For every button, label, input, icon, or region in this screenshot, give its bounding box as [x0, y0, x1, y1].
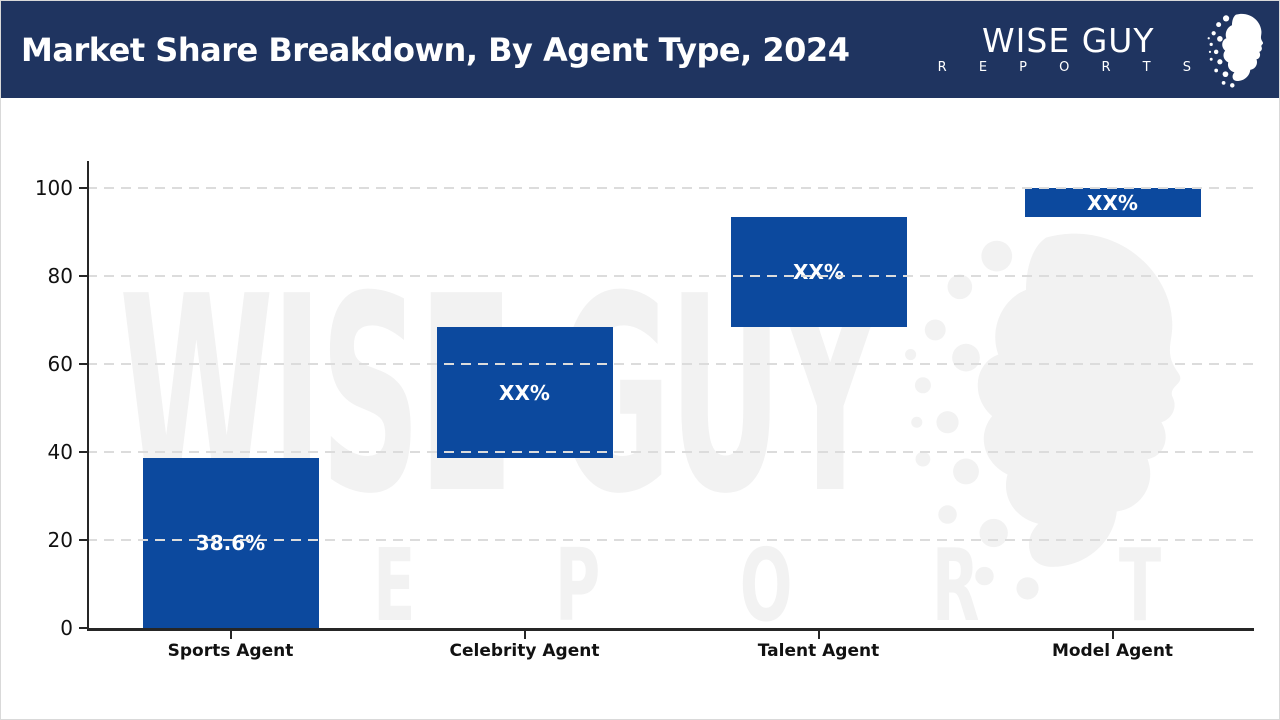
- y-tick-label-20: 20: [47, 528, 73, 552]
- y-tick-80: [79, 275, 87, 277]
- y-tick-label-80: 80: [47, 264, 73, 288]
- bar-celebrity-agent: XX%: [436, 327, 613, 459]
- gridline-40: [87, 451, 1254, 453]
- x-tick-4: [1111, 631, 1114, 639]
- plot-area: WISE GUY R E P O R T S 38.6%XX%XX%XX%020…: [1, 98, 1279, 719]
- x-tick-1: [229, 631, 232, 639]
- y-tick-60: [79, 363, 87, 365]
- y-tick-label-40: 40: [47, 440, 73, 464]
- y-tick-label-0: 0: [60, 616, 73, 640]
- gridline-60: [87, 363, 1254, 365]
- bar-value-label: XX%: [793, 260, 844, 285]
- category-label: Model Agent: [1051, 641, 1174, 661]
- y-axis-spine: [87, 161, 89, 631]
- chart-title: Market Share Breakdown, By Agent Type, 2…: [21, 30, 850, 69]
- gridline-80: [87, 275, 1254, 277]
- gridline-20: [87, 539, 1254, 541]
- x-tick-2: [523, 631, 526, 639]
- bar-value-label: XX%: [1087, 190, 1138, 215]
- wise-guy-reports-logo: WISE GUY R E P O R T S: [932, 8, 1267, 92]
- y-tick-40: [79, 451, 87, 453]
- y-tick-label-100: 100: [34, 176, 73, 200]
- y-tick-20: [79, 539, 87, 541]
- category-label: Celebrity Agent: [449, 641, 600, 661]
- header-band: Market Share Breakdown, By Agent Type, 2…: [1, 1, 1279, 98]
- bar-talent-agent: XX%: [730, 217, 907, 328]
- y-tick-label-60: 60: [47, 352, 73, 376]
- bar-sports-agent: 38.6%: [142, 458, 319, 628]
- y-tick-100: [79, 187, 87, 189]
- bar-value-label: 38.6%: [195, 531, 266, 556]
- watermark-subtext: R E P O R T S: [186, 527, 1279, 644]
- category-label: Sports Agent: [167, 641, 294, 661]
- y-tick-0: [79, 627, 87, 629]
- bar-model-agent: XX%: [1024, 188, 1201, 218]
- watermark-head-graphic: [905, 233, 1181, 600]
- logo-wordmark: WISE GUY: [982, 20, 1155, 60]
- logo-subtext: R E P O R T S: [937, 60, 1205, 76]
- dotted-head-icon: [1207, 13, 1264, 88]
- x-tick-3: [817, 631, 820, 639]
- bar-value-label: XX%: [499, 380, 550, 405]
- gridline-100: [87, 187, 1254, 189]
- x-axis-spine: [87, 628, 1254, 631]
- category-label: Talent Agent: [757, 641, 880, 661]
- logo-text: WISE GUY R E P O R T S: [932, 20, 1205, 76]
